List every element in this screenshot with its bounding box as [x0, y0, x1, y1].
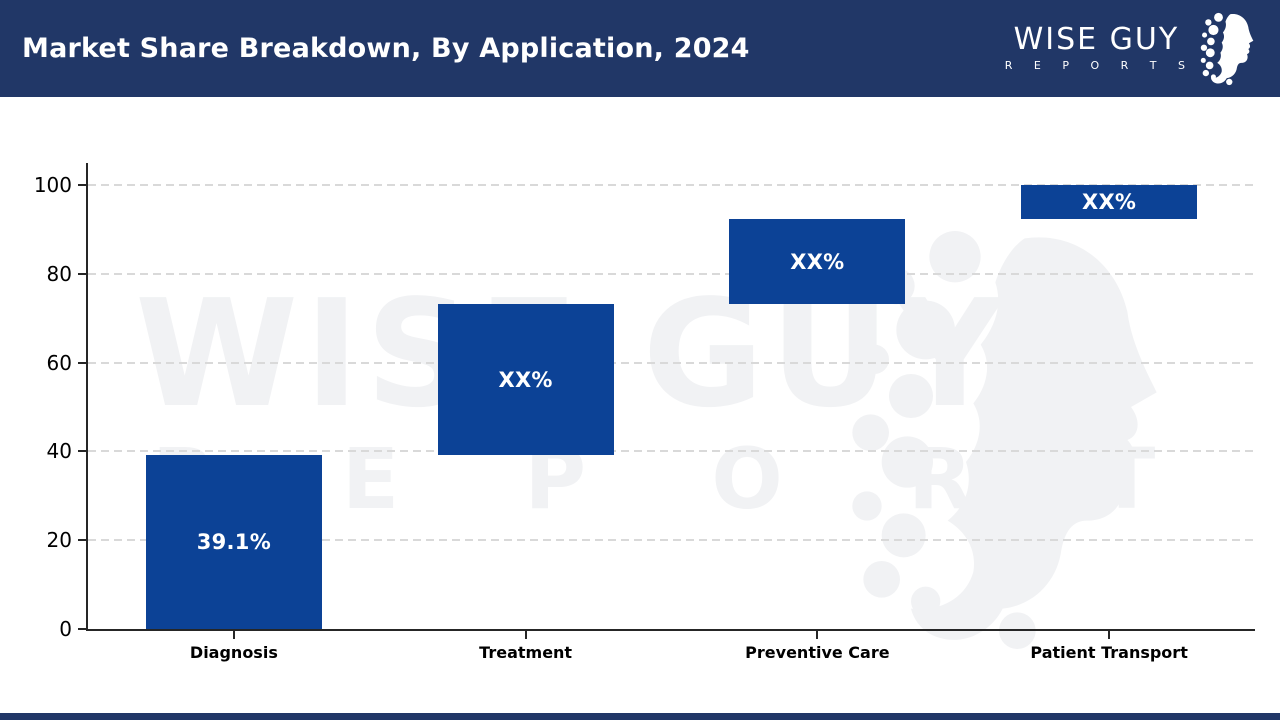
y-tick-mark-20 — [78, 539, 87, 542]
bar-treatment: XX% — [437, 303, 614, 456]
logo-wordmark-line1: WISE GUY — [1013, 22, 1180, 57]
gridline-y100 — [88, 184, 1255, 186]
x-category-label: Diagnosis — [189, 643, 278, 662]
x-tick-mark-1 — [232, 631, 235, 639]
y-tick-mark-80 — [78, 272, 87, 275]
y-tick-label-80: 80 — [46, 261, 72, 286]
page-title: Market Share Breakdown, By Application, … — [22, 33, 750, 64]
y-tick-label-60: 60 — [46, 350, 72, 375]
bar-patient-transport: XX% — [1021, 185, 1198, 220]
y-tick-label-100: 100 — [33, 173, 72, 197]
header: Market Share Breakdown, By Application, … — [0, 0, 1280, 97]
bar-value-label: 39.1% — [196, 530, 272, 555]
bar-value-label: XX% — [790, 249, 845, 274]
y-tick-label-0: 0 — [59, 617, 72, 641]
waterfall-plot: 0 20 40 60 80 100 39.1% Diagnosis XX% Treatment XX… — [0, 97, 1280, 713]
x-category-label: Preventive Care — [745, 643, 890, 662]
gridline-y80 — [88, 272, 1255, 275]
x-category-label: Patient Transport — [1030, 643, 1188, 662]
bar-value-label: XX% — [498, 367, 553, 392]
x-axis-line — [86, 629, 1255, 631]
x-tick-mark-3 — [816, 631, 819, 639]
y-tick-label-20: 20 — [46, 528, 72, 553]
chart-area: WISE GUY R E P O R T S 0 20 40 60 80 100 39.1%… — [0, 97, 1280, 713]
wiseguy-face-icon — [1198, 11, 1258, 87]
gridline-y40 — [88, 450, 1255, 453]
y-axis-spine — [86, 163, 88, 631]
footer-bar — [0, 713, 1280, 720]
y-tick-label-40: 40 — [46, 439, 72, 464]
gridline-y60 — [88, 361, 1255, 364]
y-tick-mark-0 — [78, 628, 87, 630]
y-tick-mark-60 — [78, 361, 87, 364]
logo-wordmark-line2: R E P O R T S — [1004, 59, 1194, 72]
bar-value-label: XX% — [1081, 190, 1137, 215]
y-tick-mark-100 — [78, 184, 87, 186]
gridline-y20 — [88, 539, 1255, 542]
bar-preventive-care: XX% — [729, 219, 906, 304]
x-tick-mark-2 — [524, 631, 527, 639]
x-tick-mark-4 — [1108, 631, 1111, 639]
logo-wordmark: WISE GUY R E P O R T S — [999, 22, 1194, 73]
bar-diagnosis: 39.1% — [145, 455, 322, 629]
x-category-label: Treatment — [479, 643, 573, 662]
wiseguy-logo: WISE GUY R E P O R T S — [999, 11, 1258, 87]
y-tick-mark-40 — [78, 450, 87, 453]
